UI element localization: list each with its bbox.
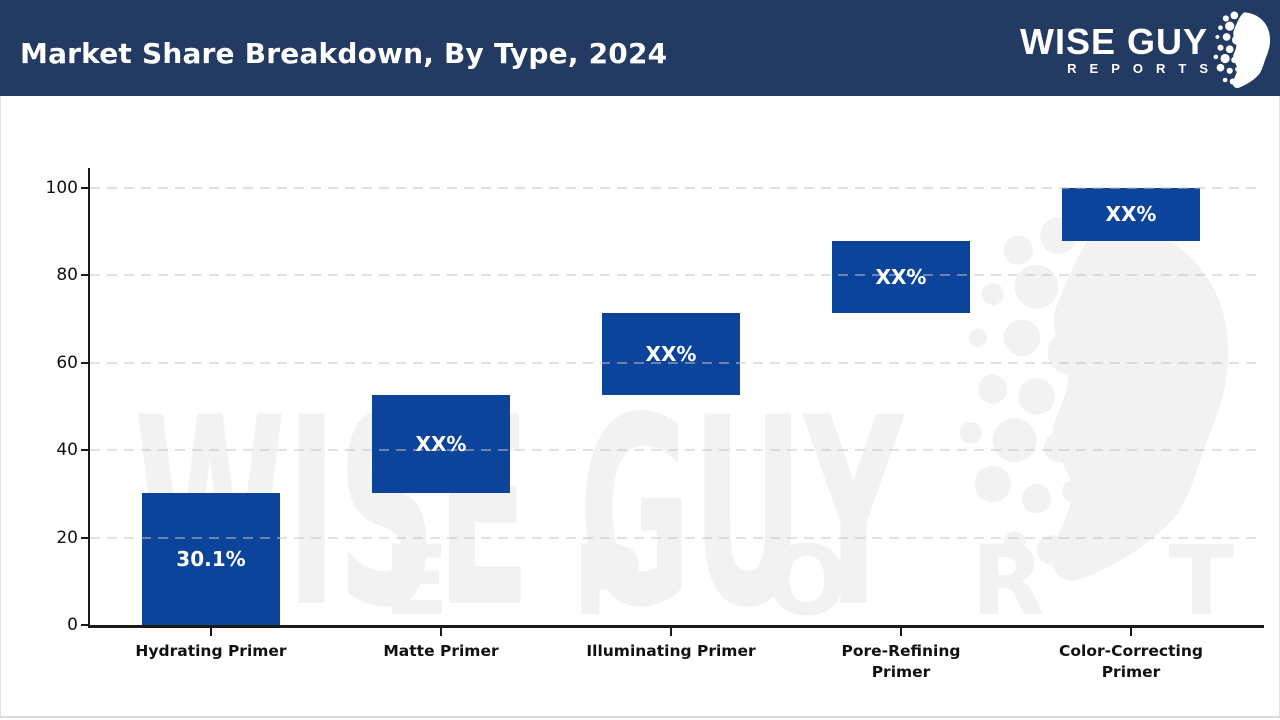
waterfall-bar — [1062, 187, 1200, 242]
y-tick-label: 20 — [56, 527, 78, 548]
x-category-label: Color-Correcting Primer — [1059, 642, 1203, 681]
waterfall-chart: WISE GUY R E P O R T S 02040608010030.1%… — [0, 96, 1280, 720]
y-tick-label: 40 — [56, 440, 78, 460]
y-tick-label: 60 — [56, 352, 78, 373]
waterfall-bar — [372, 394, 510, 494]
y-axis-tick — [81, 449, 88, 451]
bar-value-label: XX% — [875, 264, 927, 289]
y-axis-tick — [81, 624, 88, 626]
x-axis-tick — [440, 628, 442, 636]
y-axis-tick — [81, 361, 88, 364]
gridline — [90, 361, 1262, 364]
x-category-label: Hydrating Primer — [135, 642, 287, 660]
bar-value-label: XX% — [645, 341, 697, 366]
x-axis-tick — [210, 628, 212, 636]
page-border-left — [0, 96, 1, 718]
y-tick-label: 100 — [45, 177, 78, 198]
x-axis-tick — [670, 628, 672, 636]
x-category-label: Matte Primer — [383, 642, 499, 660]
bar-value-label: XX% — [415, 432, 467, 457]
y-axis-tick — [81, 274, 88, 276]
watermark-face-icon — [959, 217, 1229, 581]
x-axis-line — [88, 625, 1264, 628]
waterfall-bar — [602, 312, 740, 395]
y-tick-label: 0 — [67, 615, 78, 635]
page-title: Market Share Breakdown, By Type, 2024 — [20, 36, 668, 70]
logo-subtitle: REPORTS — [1067, 61, 1221, 76]
gridline — [90, 536, 1262, 539]
logo-wordmark: WISE GUY — [1019, 21, 1208, 62]
waterfall-bar — [832, 241, 970, 313]
x-axis-tick — [900, 628, 902, 636]
bar-value-label: XX% — [1105, 202, 1157, 227]
waterfall-bar — [142, 493, 280, 625]
y-axis-line — [88, 168, 90, 627]
y-axis-tick — [81, 536, 88, 539]
x-category-label: Pore-Refining Primer — [841, 642, 961, 681]
wise-guy-logo: WISE GUY REPORTS — [1020, 8, 1280, 92]
header: Market Share Breakdown, By Type, 2024 WI… — [0, 0, 1280, 96]
gridline — [90, 449, 1262, 451]
x-category-label: Illuminating Primer — [586, 642, 756, 660]
x-axis-tick — [1130, 628, 1132, 636]
gridline — [90, 274, 1262, 276]
page-border-bottom — [0, 716, 1280, 718]
bar-value-label: 30.1% — [176, 547, 246, 572]
y-axis-tick — [81, 186, 88, 189]
y-tick-label: 80 — [56, 265, 78, 285]
gridline — [90, 186, 1262, 189]
logo-face-icon — [1213, 11, 1271, 88]
logo-text: WISE GUY REPORTS — [1020, 23, 1208, 77]
